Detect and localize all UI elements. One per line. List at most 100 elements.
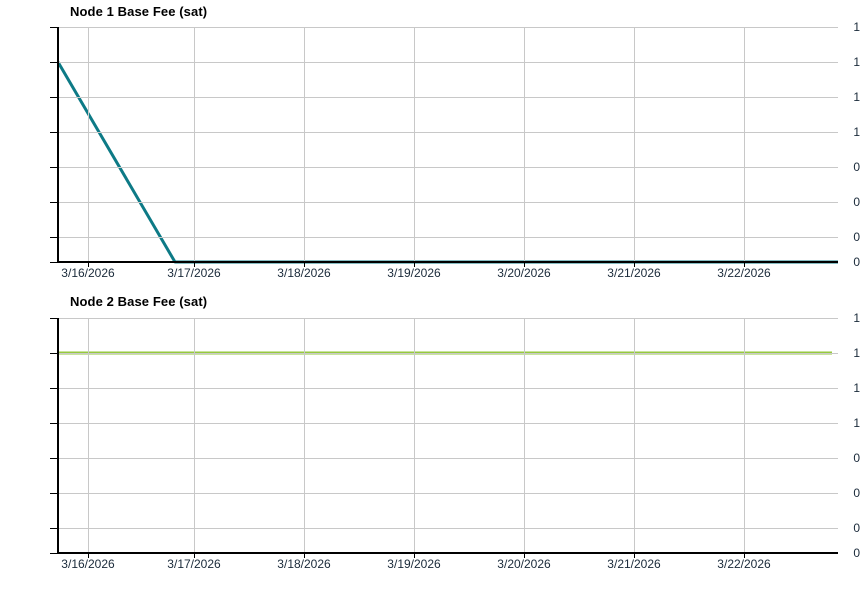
gridline-horizontal: [58, 423, 838, 424]
gridline-horizontal: [58, 353, 838, 354]
x-axis-tick-mark: [88, 553, 89, 558]
gridline-vertical: [634, 27, 635, 262]
y-axis-tick-label: 0: [853, 546, 860, 560]
x-axis-tick-label: 3/17/2026: [167, 266, 221, 280]
y-axis-tick-mark: [50, 27, 57, 28]
y-axis-tick-label: 1: [853, 55, 860, 69]
x-axis-tick-mark: [304, 553, 305, 558]
gridline-vertical: [634, 318, 635, 553]
x-axis-tick-label: 3/17/2026: [167, 557, 221, 571]
x-axis-tick-mark: [634, 262, 635, 267]
x-axis-tick-label: 3/21/2026: [607, 557, 661, 571]
x-axis-line-node-1: [58, 261, 838, 263]
x-axis-tick-label: 3/22/2026: [717, 266, 771, 280]
plot-area-node-1: [58, 27, 838, 262]
chart-panel-node-2: Node 2 Base Fee (sat) 1 1 1 1 0 0 0 0 3/16/2026 3…: [0, 290, 860, 590]
x-axis-tick-label: 3/16/2026: [61, 266, 115, 280]
y-axis-tick-label: 1: [853, 416, 860, 430]
x-axis-tick-mark: [414, 262, 415, 267]
y-axis-tick-mark: [50, 167, 57, 168]
y-axis-tick-label: 0: [853, 255, 860, 269]
x-axis-tick-mark: [194, 553, 195, 558]
x-axis-tick-mark: [634, 553, 635, 558]
gridline-horizontal: [58, 132, 838, 133]
chart-title-node-1: Node 1 Base Fee (sat): [70, 4, 208, 19]
gridline-vertical: [414, 27, 415, 262]
plot-area-node-2: [58, 318, 838, 553]
y-axis-tick-label: 1: [853, 20, 860, 34]
x-axis-tick-label: 3/18/2026: [277, 266, 331, 280]
gridline-horizontal: [58, 528, 838, 529]
y-axis-tick-mark: [50, 318, 57, 319]
gridline-vertical: [194, 318, 195, 553]
y-axis-tick-mark: [50, 353, 57, 354]
gridline-vertical: [744, 27, 745, 262]
chart-title-node-2: Node 2 Base Fee (sat): [70, 294, 208, 309]
gridline-vertical: [524, 318, 525, 553]
y-axis-tick-label: 0: [853, 230, 860, 244]
gridline-horizontal: [58, 62, 838, 63]
y-axis-tick-mark: [50, 237, 57, 238]
x-axis-tick-mark: [744, 262, 745, 267]
y-axis-tick-label: 0: [853, 195, 860, 209]
x-axis-line-node-2: [58, 552, 838, 554]
gridline-vertical: [414, 318, 415, 553]
gridline-vertical: [304, 27, 305, 262]
y-axis-tick-mark: [50, 493, 57, 494]
x-axis-tick-label: 3/16/2026: [61, 557, 115, 571]
y-axis-line-node-1: [57, 27, 59, 263]
gridline-vertical: [304, 318, 305, 553]
y-axis-tick-mark: [50, 202, 57, 203]
x-axis-tick-label: 3/18/2026: [277, 557, 331, 571]
y-axis-tick-mark: [50, 423, 57, 424]
y-axis-tick-label: 1: [853, 125, 860, 139]
y-axis-tick-label: 1: [853, 346, 860, 360]
y-axis-tick-label: 1: [853, 311, 860, 325]
gridline-horizontal: [58, 458, 838, 459]
x-axis-tick-mark: [304, 262, 305, 267]
x-axis-tick-label: 3/19/2026: [387, 557, 441, 571]
y-axis-tick-mark: [50, 262, 57, 263]
gridline-horizontal: [58, 318, 838, 319]
y-axis-tick-mark: [50, 458, 57, 459]
gridline-horizontal: [58, 388, 838, 389]
gridline-vertical: [744, 318, 745, 553]
y-axis-tick-mark: [50, 132, 57, 133]
gridline-vertical: [194, 27, 195, 262]
y-axis-tick-label: 0: [853, 486, 860, 500]
y-axis-tick-mark: [50, 62, 57, 63]
y-axis-line-node-2: [57, 318, 59, 554]
x-axis-tick-mark: [414, 553, 415, 558]
x-axis-tick-label: 3/22/2026: [717, 557, 771, 571]
gridline-horizontal: [58, 27, 838, 28]
y-axis-tick-mark: [50, 388, 57, 389]
x-axis-tick-label: 3/20/2026: [497, 557, 551, 571]
gridline-vertical: [88, 27, 89, 262]
x-axis-tick-label: 3/20/2026: [497, 266, 551, 280]
gridline-horizontal: [58, 167, 838, 168]
gridline-horizontal: [58, 97, 838, 98]
chart-panel-node-1: Node 1 Base Fee (sat) 1 1 1 1 0 0 0 0 3/16/2026 3…: [0, 0, 860, 290]
y-axis-tick-label: 1: [853, 381, 860, 395]
x-axis-tick-mark: [524, 262, 525, 267]
gridline-vertical: [524, 27, 525, 262]
y-axis-tick-label: 0: [853, 160, 860, 174]
x-axis-tick-mark: [194, 262, 195, 267]
gridline-horizontal: [58, 237, 838, 238]
y-axis-tick-mark: [50, 97, 57, 98]
x-axis-tick-label: 3/21/2026: [607, 266, 661, 280]
y-axis-tick-mark: [50, 528, 57, 529]
y-axis-tick-label: 0: [853, 521, 860, 535]
gridline-horizontal: [58, 202, 838, 203]
x-axis-tick-mark: [744, 553, 745, 558]
gridline-vertical: [88, 318, 89, 553]
gridline-horizontal: [58, 493, 838, 494]
x-axis-tick-label: 3/19/2026: [387, 266, 441, 280]
series-polyline: [58, 62, 838, 262]
x-axis-tick-mark: [524, 553, 525, 558]
y-axis-tick-label: 1: [853, 90, 860, 104]
y-axis-tick-mark: [50, 553, 57, 554]
x-axis-tick-mark: [88, 262, 89, 267]
y-axis-tick-label: 0: [853, 451, 860, 465]
